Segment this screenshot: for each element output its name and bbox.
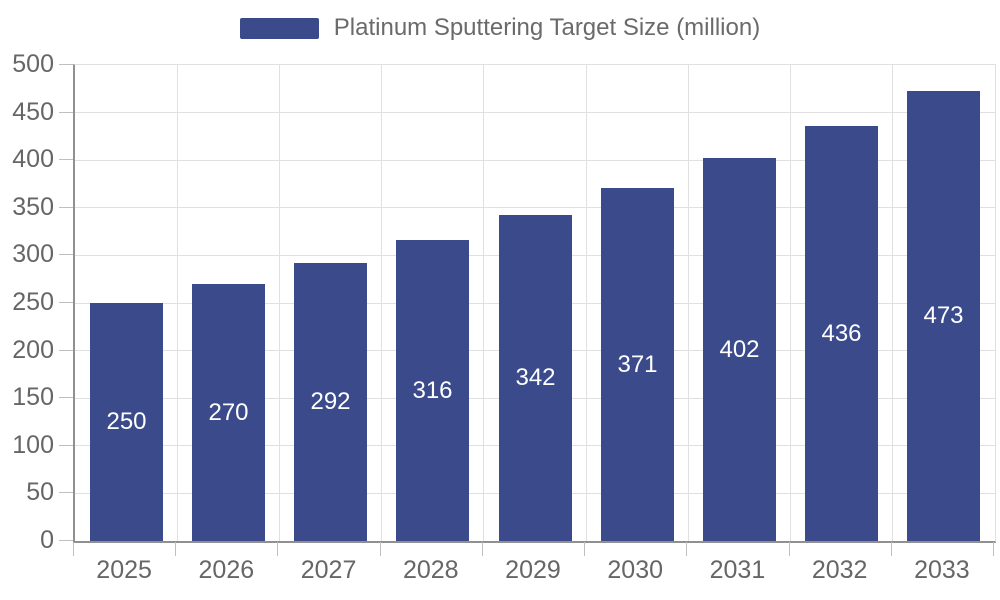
gridline-vertical: [585, 65, 587, 541]
gridline-vertical: [381, 65, 383, 541]
x-axis-tick-mark: [686, 542, 688, 556]
gridline-horizontal: [75, 207, 995, 209]
y-axis-tick-mark: [59, 349, 73, 351]
y-axis-tick-label: 50: [26, 478, 54, 507]
bar-2026[interactable]: 270: [192, 284, 265, 541]
bar-2027[interactable]: 292: [294, 263, 367, 541]
y-axis-tick-label: 250: [12, 288, 54, 316]
legend-swatch-icon: [239, 17, 319, 39]
bar-value-label: 250: [106, 408, 147, 435]
bar-2025[interactable]: 250: [90, 303, 163, 541]
gridline-horizontal: [75, 112, 995, 114]
x-axis-tick-label: 2029: [505, 556, 561, 584]
bar-value-label: 473: [923, 302, 964, 329]
y-axis-tick-label: 350: [12, 192, 54, 221]
x-axis-tick-mark: [481, 542, 483, 556]
bar-value-label: 316: [412, 376, 453, 404]
x-axis-tick-label: 2033: [914, 556, 970, 584]
y-axis-tick-mark: [59, 302, 73, 303]
y-axis-tick-label: 0: [40, 526, 54, 554]
gridline-vertical: [278, 65, 280, 541]
legend-label: Platinum Sputtering Target Size (million…: [333, 14, 761, 41]
x-axis-tick-label: 2030: [607, 556, 664, 584]
gridline-vertical: [892, 65, 894, 541]
plot-area: 250 270 292 316 342 371 402 436 473: [73, 64, 996, 543]
bar-value-label: 371: [617, 350, 658, 378]
y-axis-tick-mark: [59, 254, 73, 256]
x-axis-tick-label: 2025: [96, 556, 152, 584]
x-axis-tick-mark: [175, 542, 177, 556]
gridline-horizontal: [75, 159, 995, 161]
bar-value-label: 292: [310, 388, 351, 415]
y-axis-tick-label: 150: [12, 383, 54, 412]
y-axis-tick-mark: [59, 64, 73, 65]
y-axis-tick-mark: [59, 444, 73, 446]
gridline-vertical: [483, 65, 485, 541]
y-axis-tick-mark: [59, 159, 73, 161]
y-axis-tick-label: 100: [12, 430, 54, 459]
x-axis-tick-mark: [584, 542, 586, 556]
bar-value-label: 436: [821, 319, 862, 347]
x-axis-tick-mark: [890, 542, 892, 556]
gridline-vertical: [790, 65, 792, 541]
gridline-vertical: [687, 65, 689, 541]
x-axis-tick-label: 2026: [198, 556, 255, 584]
y-axis-tick-mark: [59, 397, 73, 399]
bar-2032[interactable]: 436: [805, 126, 878, 541]
gridline-vertical: [176, 65, 178, 541]
x-axis-tick-label: 2031: [709, 556, 766, 584]
legend-item[interactable]: Platinum Sputtering Target Size (million…: [0, 14, 1000, 42]
x-axis-tick-mark: [73, 542, 74, 556]
x-axis-tick-mark: [993, 542, 994, 556]
x-axis-tick-label: 2027: [300, 556, 357, 584]
y-axis-tick-label: 300: [12, 240, 54, 269]
y-axis-tick-mark: [59, 111, 73, 113]
bar-2029[interactable]: 342: [499, 215, 572, 541]
x-axis-tick-mark: [788, 542, 790, 556]
y-axis-tick-mark: [59, 492, 73, 494]
y-axis-tick-mark: [59, 206, 73, 208]
x-axis-tick-mark: [379, 542, 381, 556]
y-axis-tick-label: 400: [12, 145, 54, 174]
bar-value-label: 270: [208, 398, 249, 426]
x-axis-tick-mark: [277, 542, 279, 556]
bar-2030[interactable]: 371: [601, 188, 674, 541]
bar-2031[interactable]: 402: [703, 158, 776, 541]
bar-2028[interactable]: 316: [396, 240, 469, 541]
y-axis-tick-mark: [59, 540, 73, 541]
y-axis-tick-label: 200: [12, 335, 54, 364]
y-axis-tick-label: 450: [12, 97, 54, 126]
bar-value-label: 402: [719, 335, 760, 363]
bar-2033[interactable]: 473: [907, 91, 980, 541]
x-axis-tick-label: 2032: [811, 556, 868, 584]
x-axis-tick-label: 2028: [402, 556, 459, 584]
y-axis-tick-label: 500: [12, 50, 54, 78]
bar-value-label: 342: [515, 364, 556, 391]
